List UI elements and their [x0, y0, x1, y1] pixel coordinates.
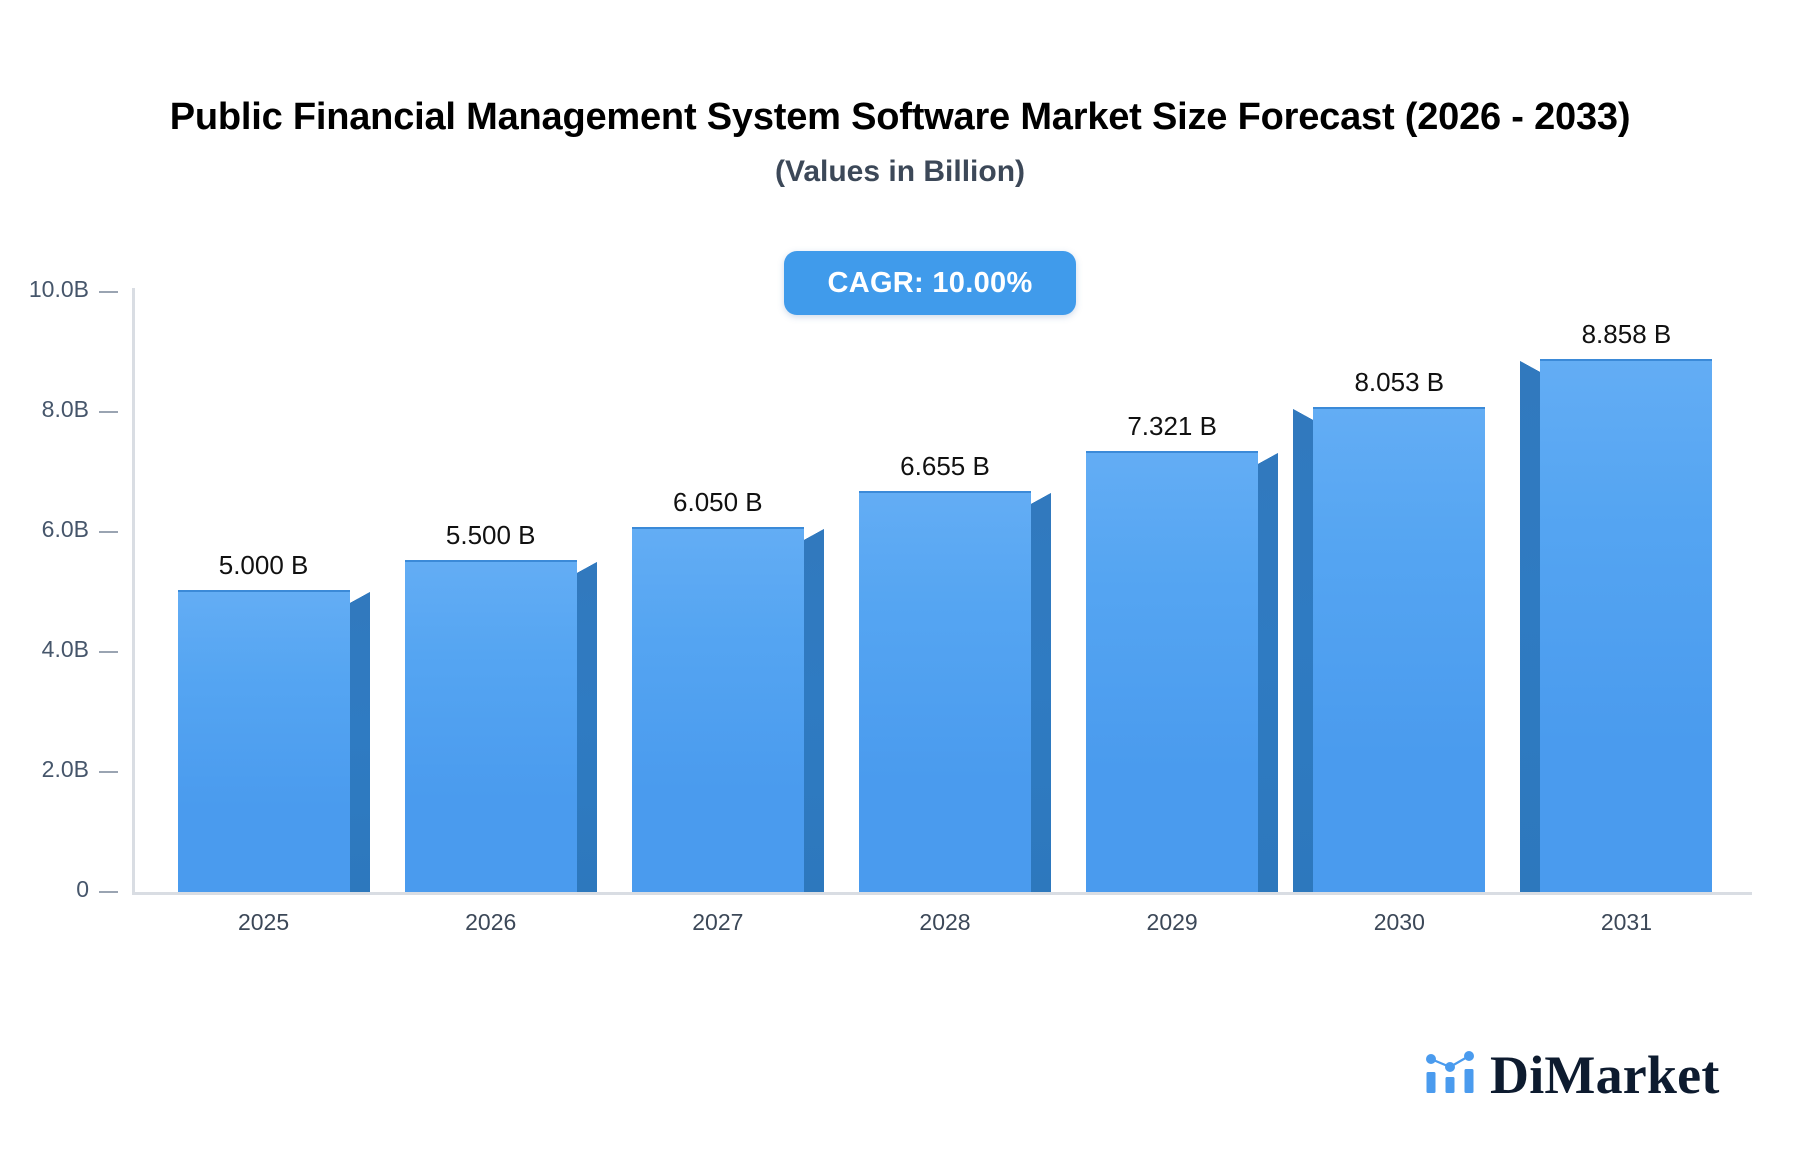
- x-axis-tick-label: 2031: [1600, 909, 1653, 935]
- bar-top-face: [1520, 360, 1541, 372]
- bar-front-face: [1313, 406, 1486, 892]
- y-axis-tick-label: 2.0B: [41, 756, 89, 782]
- dimarket-logo: DiMarket: [1424, 1046, 1720, 1103]
- bar-2031[interactable]: 8.858 B: [1520, 319, 1713, 892]
- bar-value-label: 8.053 B: [1354, 366, 1445, 397]
- bar-value-label: 6.050 B: [673, 487, 763, 517]
- bar-top-face: [1293, 408, 1314, 420]
- y-axis-tick-mark: [99, 531, 118, 533]
- bar-front-face: [631, 527, 804, 892]
- title-block: Public Financial Management System Softw…: [0, 96, 1800, 189]
- bar-2030[interactable]: 8.053 B: [1293, 367, 1486, 892]
- x-axis-tick-label: 2025: [237, 909, 290, 935]
- y-axis-tick-mark: [99, 891, 118, 893]
- y-axis-tick-mark: [99, 651, 118, 653]
- bar-top-face: [1258, 452, 1279, 464]
- x-axis-tick-label: 2030: [1373, 909, 1425, 935]
- bar-front-face: [1540, 358, 1713, 892]
- bar-top-face: [803, 529, 824, 540]
- cagr-badge: CAGR: 10.00%: [784, 251, 1076, 315]
- y-axis-spine: [132, 288, 135, 893]
- y-axis-tick-label: 0: [76, 876, 89, 902]
- bar-value-label: 8.858 B: [1581, 318, 1672, 349]
- bar-value-label: 7.321 B: [1127, 410, 1217, 441]
- x-axis-tick-label: 2027: [692, 909, 744, 935]
- bar-2025[interactable]: 5.000 B: [177, 550, 370, 892]
- bar-side-face: [1031, 503, 1051, 892]
- bar-side-face: [349, 603, 370, 892]
- bar-top-face: [1031, 492, 1051, 504]
- bar-chart-trend-icon: [1424, 1046, 1476, 1103]
- y-axis-tick-mark: [99, 411, 118, 413]
- bar-side-face: [1258, 463, 1279, 892]
- bar-side-face: [1520, 371, 1541, 892]
- chart-subtitle: (Values in Billion): [774, 154, 1026, 188]
- bar-2029[interactable]: 7.321 B: [1086, 411, 1279, 892]
- bar-top-face: [576, 562, 597, 573]
- y-axis-tick-label: 6.0B: [41, 516, 89, 542]
- x-axis-tick-label: 2028: [919, 909, 971, 935]
- bar-2027[interactable]: 6.050 B: [631, 487, 824, 892]
- brand-name: DiMarket: [1490, 1044, 1720, 1105]
- bar-side-face: [803, 540, 824, 892]
- bar-side-face: [576, 573, 597, 892]
- bar-top-face: [349, 592, 370, 603]
- bar-side-face: [1293, 419, 1314, 892]
- y-axis-tick-mark: [99, 771, 118, 773]
- y-axis-tick-label: 8.0B: [41, 396, 89, 422]
- bar-value-label: 6.655 B: [900, 450, 990, 481]
- y-axis-tick-label: 4.0B: [41, 636, 89, 662]
- x-axis-baseline: [132, 892, 1752, 895]
- y-axis-tick-label: 10.0B: [28, 276, 89, 302]
- x-axis-tick-label: 2026: [465, 909, 517, 935]
- bar-value-label: 5.000 B: [218, 550, 309, 580]
- bar-front-face: [1086, 450, 1259, 892]
- bar-2026[interactable]: 5.500 B: [404, 520, 597, 892]
- bar-front-face: [859, 490, 1031, 892]
- bar-value-label: 5.500 B: [445, 520, 536, 550]
- page-title: Public Financial Management System Softw…: [169, 96, 1631, 138]
- bar-2028[interactable]: 6.655 B: [859, 451, 1051, 892]
- x-axis-tick-label: 2029: [1146, 909, 1198, 935]
- cagr-badge-label: CAGR: 10.00%: [827, 266, 1033, 299]
- y-axis-tick-mark: [99, 291, 118, 293]
- bar-front-face: [404, 560, 577, 892]
- bar-front-face: [177, 590, 350, 892]
